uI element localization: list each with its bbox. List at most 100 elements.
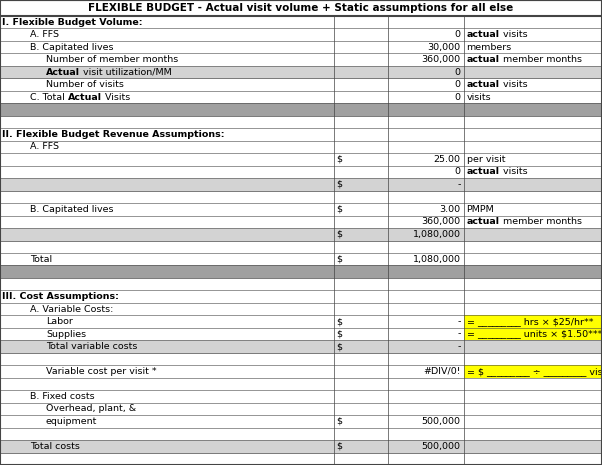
Text: 3.00: 3.00 (439, 205, 461, 214)
Bar (0, 0, 602, 16)
Text: III. Cost Assumptions:: III. Cost Assumptions: (2, 292, 119, 301)
Text: member months: member months (500, 55, 582, 64)
Bar (0, 178, 602, 191)
Text: 500,000: 500,000 (421, 417, 461, 426)
Bar (0, 166, 602, 178)
Bar (0, 328, 602, 340)
Text: 360,000: 360,000 (421, 55, 461, 64)
Bar (0, 290, 602, 303)
Bar (0, 415, 602, 428)
Bar (0, 103, 602, 116)
Bar (0, 191, 602, 203)
Text: = _________ units × $1.50***: = _________ units × $1.50*** (467, 330, 602, 339)
Bar (0, 452, 602, 465)
Text: 500,000: 500,000 (421, 442, 461, 451)
Text: 0: 0 (455, 30, 461, 39)
Text: $: $ (336, 255, 342, 264)
Text: $: $ (336, 180, 342, 189)
Text: visit utilization/MM: visit utilization/MM (80, 67, 172, 77)
Text: $: $ (336, 417, 342, 426)
Bar (0, 79, 602, 91)
Text: -: - (457, 342, 461, 351)
Text: 25.00: 25.00 (433, 155, 461, 164)
Bar (0, 16, 602, 28)
Bar (464, 328, 602, 340)
Text: Labor: Labor (46, 317, 73, 326)
Text: visits: visits (500, 30, 527, 39)
Text: Total: Total (30, 255, 52, 264)
Text: actual: actual (467, 217, 500, 226)
Text: $: $ (336, 205, 342, 214)
Text: -: - (457, 180, 461, 189)
Text: $: $ (336, 317, 342, 326)
Text: Total variable costs: Total variable costs (46, 342, 137, 351)
Text: FLEXIBLE BUDGET - Actual visit volume + Static assumptions for all else: FLEXIBLE BUDGET - Actual visit volume + … (88, 3, 514, 13)
Text: Visits: Visits (102, 93, 130, 101)
Text: B. Fixed costs: B. Fixed costs (30, 392, 95, 401)
Bar (0, 240, 602, 253)
Text: B. Capitated lives: B. Capitated lives (30, 43, 114, 52)
Text: Actual: Actual (46, 67, 80, 77)
Text: actual: actual (467, 30, 500, 39)
Bar (0, 278, 602, 290)
Text: Number of member months: Number of member months (46, 55, 178, 64)
Bar (0, 428, 602, 440)
Bar (0, 141, 602, 153)
Text: PMPM: PMPM (467, 205, 494, 214)
Text: 0: 0 (455, 167, 461, 176)
Text: A. FFS: A. FFS (30, 30, 59, 39)
Bar (0, 203, 602, 216)
Text: -: - (457, 330, 461, 339)
Text: 1,080,000: 1,080,000 (412, 230, 461, 239)
Text: equipment: equipment (46, 417, 98, 426)
Bar (0, 365, 602, 378)
Text: A. FFS: A. FFS (30, 142, 59, 152)
Text: I. Flexible Budget Volume:: I. Flexible Budget Volume: (2, 18, 143, 27)
Text: $: $ (336, 230, 342, 239)
Text: 0: 0 (455, 80, 461, 89)
Bar (0, 28, 602, 41)
Bar (0, 403, 602, 415)
Bar (0, 315, 602, 328)
Text: visits: visits (467, 93, 491, 101)
Bar (0, 66, 602, 79)
Bar (0, 153, 602, 166)
Text: B. Capitated lives: B. Capitated lives (30, 205, 114, 214)
Text: 360,000: 360,000 (421, 217, 461, 226)
Bar (0, 53, 602, 66)
Text: Total costs: Total costs (30, 442, 80, 451)
Text: members: members (467, 43, 512, 52)
Text: Actual: Actual (68, 93, 102, 101)
Bar (464, 315, 602, 328)
Bar (0, 228, 602, 240)
Text: $: $ (336, 442, 342, 451)
Text: Variable cost per visit *: Variable cost per visit * (46, 367, 157, 376)
Text: member months: member months (500, 217, 582, 226)
Text: -: - (457, 317, 461, 326)
Text: $: $ (336, 330, 342, 339)
Text: A. Variable Costs:: A. Variable Costs: (30, 305, 113, 313)
Text: Number of visits: Number of visits (46, 80, 124, 89)
Text: actual: actual (467, 167, 500, 176)
Text: #DIV/0!: #DIV/0! (423, 367, 461, 376)
Bar (0, 216, 602, 228)
Text: $: $ (336, 155, 342, 164)
Text: 0: 0 (455, 67, 461, 77)
Text: visits: visits (500, 80, 527, 89)
Bar (0, 253, 602, 266)
Bar (0, 353, 602, 365)
Bar (0, 116, 602, 128)
Text: 30,000: 30,000 (427, 43, 461, 52)
Text: actual: actual (467, 55, 500, 64)
Bar (464, 365, 602, 378)
Bar (0, 91, 602, 103)
Text: Supplies: Supplies (46, 330, 86, 339)
Bar (0, 41, 602, 53)
Bar (0, 390, 602, 403)
Text: $: $ (336, 342, 342, 351)
Text: C. Total: C. Total (30, 93, 68, 101)
Bar (0, 378, 602, 390)
Text: = $ _________ ÷ _________ visits: = $ _________ ÷ _________ visits (467, 367, 602, 376)
Bar (0, 340, 602, 353)
Bar (0, 440, 602, 452)
